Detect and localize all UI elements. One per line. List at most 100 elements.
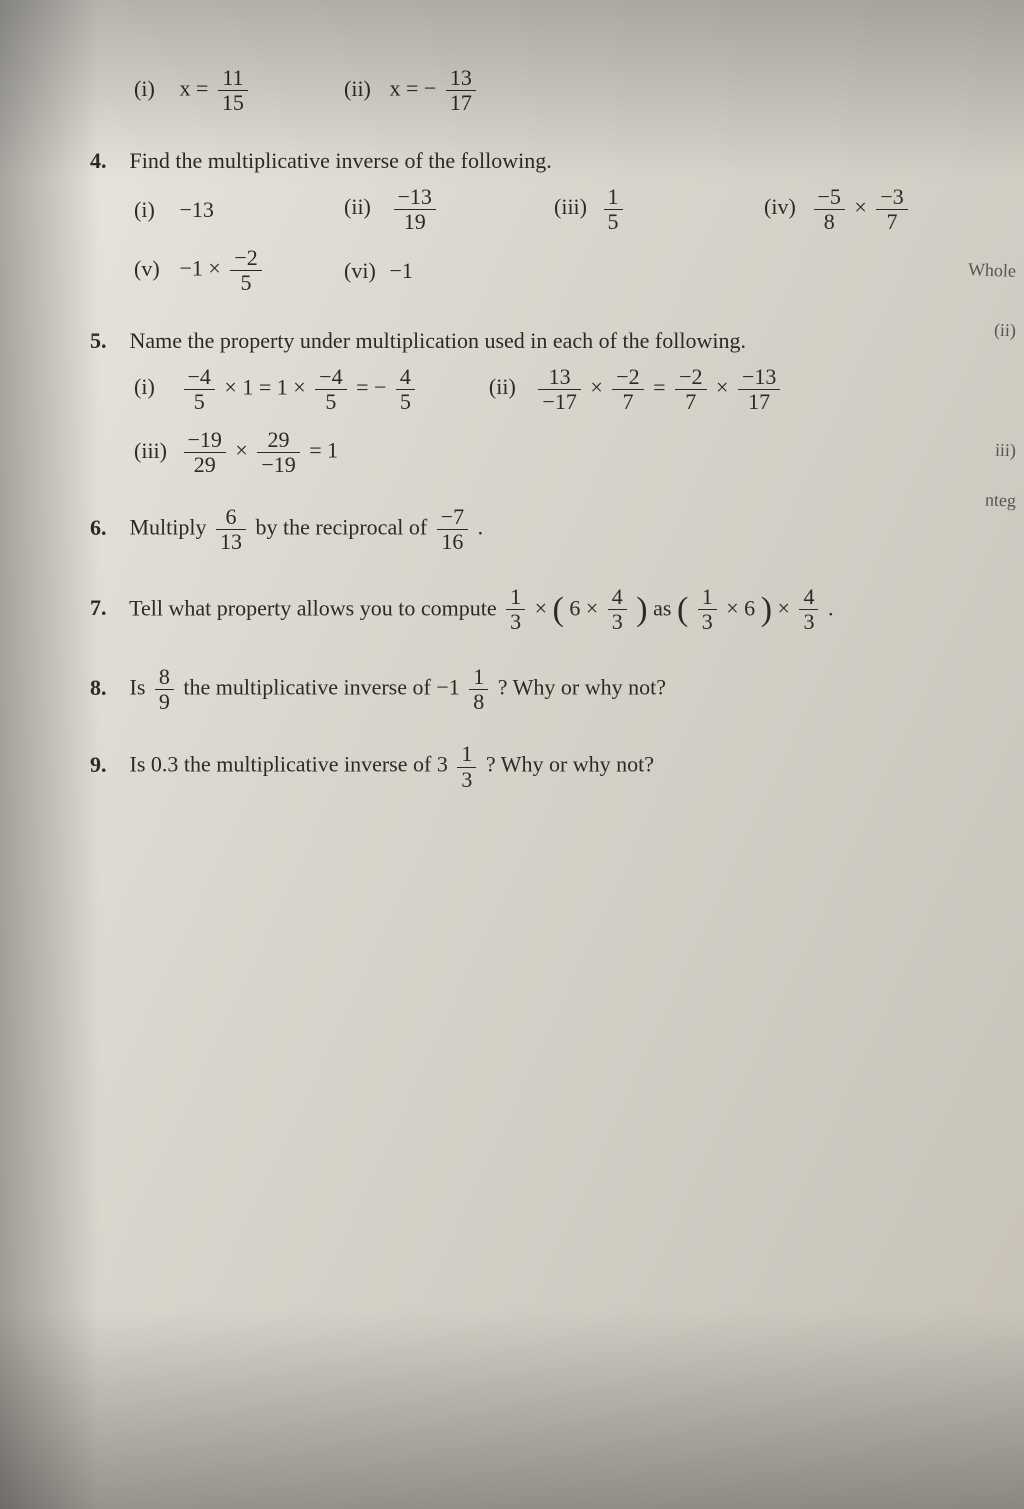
q5-iii-label: (iii) (134, 433, 174, 468)
question-4: 4. Find the multiplicative inverse of th… (90, 143, 954, 295)
top-part-i-prefix: x = (180, 76, 214, 101)
frac-num: 1 (457, 742, 476, 767)
q4-vi: (vi) −1 (344, 253, 504, 288)
frac-num: 13 (538, 365, 580, 390)
q5-iii-m2: = 1 (309, 438, 338, 463)
q4-i-value: −13 (180, 197, 214, 222)
frac-den: 5 (396, 390, 415, 414)
top-part-i-label: (i) (134, 71, 174, 106)
frac-den: 3 (698, 610, 717, 634)
top-part-ii-prefix: x = − (390, 76, 442, 101)
page-shadow-bottom (0, 1309, 1024, 1509)
q8-fracB: 1 8 (469, 665, 488, 714)
q7-six: 6 × (569, 595, 603, 620)
frac-den: −19 (257, 453, 299, 477)
q8-t2: the multiplicative inverse of −1 (183, 675, 459, 700)
frac-num: −4 (184, 365, 215, 390)
q5-ii-a: 13 −17 (538, 365, 580, 414)
frac-num: −3 (876, 185, 907, 210)
frac-num: 8 (155, 665, 174, 690)
edge-text-ii: (ii) (994, 320, 1017, 342)
frac-den: 15 (218, 91, 248, 115)
frac-den: 5 (184, 390, 215, 414)
q8-fracA: 8 9 (155, 665, 174, 714)
q4-ii: (ii) −13 19 (344, 185, 504, 234)
frac-num: −2 (675, 365, 706, 390)
frac-num: −13 (738, 365, 780, 390)
frac-num: 4 (396, 365, 415, 390)
q5-i-b: −4 5 (315, 365, 346, 414)
frac-den: 3 (457, 768, 476, 792)
frac-den: 5 (230, 271, 261, 295)
q5-i-label: (i) (134, 369, 174, 404)
exercise-page: Whole (ii) iii) nteg (i) x = 11 15 (ii) … (0, 0, 1024, 1509)
q4-iv-fracA: −5 8 (814, 185, 845, 234)
q9-t2: ? Why or why not? (486, 752, 654, 777)
top-part-ii-label: (ii) (344, 71, 384, 106)
frac-den: 3 (506, 610, 525, 634)
edge-text-nteg: nteg (985, 489, 1017, 511)
frac-den: 9 (155, 690, 174, 714)
top-part-i: (i) x = 11 15 (134, 66, 294, 115)
q7-fracC: 1 3 (698, 585, 717, 634)
q5-iii: (iii) −19 29 × 29 −19 = 1 (134, 428, 954, 477)
frac-num: 1 (506, 585, 525, 610)
frac-num: 1 (604, 185, 623, 210)
q4-iv-label: (iv) (764, 189, 804, 224)
q7-rparen1: ) (636, 591, 647, 628)
q5-i-a: −4 5 (184, 365, 215, 414)
q7-fracA: 1 3 (506, 585, 525, 634)
frac-num: 11 (218, 66, 248, 91)
frac-num: 4 (608, 585, 627, 610)
q4-iii-frac: 1 5 (604, 185, 623, 234)
q7-rparen2: ) (761, 591, 772, 628)
frac-den: 3 (799, 610, 818, 634)
q7-t3: as (653, 595, 677, 620)
frac-den: 3 (608, 610, 627, 634)
frac-den: −17 (538, 390, 580, 414)
frac-den: 7 (876, 210, 907, 234)
q4-iv-mid: × (854, 194, 872, 219)
q4-subparts: (i) −13 (ii) −13 19 (iii) 1 5 (iv) (134, 185, 954, 296)
q7-number: 7. (90, 590, 124, 625)
q6-fracB: −7 16 (437, 505, 468, 554)
frac-num: 6 (216, 505, 246, 530)
q4-ii-label: (ii) (344, 189, 384, 224)
q4-ii-frac: −13 19 (394, 185, 436, 234)
question-7: 7. Tell what property allows you to comp… (90, 583, 954, 637)
frac-num: −5 (814, 185, 845, 210)
frac-num: −4 (315, 365, 346, 390)
q4-vi-label: (vi) (344, 253, 384, 288)
question-5: 5. Name the property under multiplicatio… (90, 323, 954, 477)
frac-num: 1 (698, 585, 717, 610)
q5-ii-label: (ii) (489, 369, 529, 404)
frac-den: 17 (738, 390, 780, 414)
q4-text: Find the multiplicative inverse of the f… (130, 148, 552, 173)
frac-den: 5 (604, 210, 623, 234)
frac-den: 7 (612, 390, 643, 414)
q5-ii-m1: × (590, 374, 608, 399)
q4-v: (v) −1 × −2 5 (134, 246, 294, 295)
edge-text-whole: Whole (968, 259, 1017, 282)
q5-text: Name the property under multiplication u… (130, 328, 746, 353)
q4-v-frac: −2 5 (230, 246, 261, 295)
frac-den: 13 (216, 530, 246, 554)
frac-num: 29 (257, 428, 299, 453)
q7-t4: × 6 (726, 595, 755, 620)
frac-num: 4 (799, 585, 818, 610)
q4-i: (i) −13 (134, 192, 294, 227)
q7-t2: × (535, 595, 553, 620)
q6-t1: Multiply (130, 515, 213, 540)
q5-i-m1: × 1 = 1 × (224, 374, 311, 399)
q5-ii-m2: = (653, 374, 671, 399)
edge-text-iii: iii) (995, 440, 1017, 462)
q7-lparen2: ( (677, 591, 688, 628)
q6-fracA: 6 13 (216, 505, 246, 554)
q5-i-c: 4 5 (396, 365, 415, 414)
q4-vi-value: −1 (390, 258, 413, 283)
q6-t3: . (478, 515, 484, 540)
q8-number: 8. (90, 670, 124, 705)
page-shadow-left (0, 0, 100, 1509)
frac-den: 17 (446, 91, 476, 115)
frac-num: −19 (184, 428, 226, 453)
